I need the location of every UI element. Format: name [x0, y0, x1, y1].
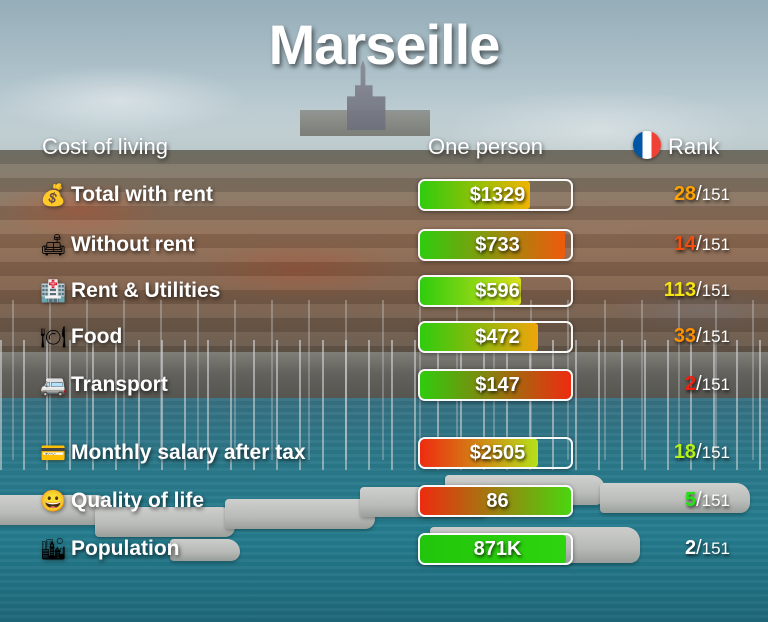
- rank-value: 33: [673, 324, 697, 347]
- cost-row: 🚐 Transport $147 2/151: [0, 366, 768, 404]
- rank-value: 2: [684, 536, 697, 559]
- rank-separator: /: [696, 440, 702, 463]
- row-label-text: Food: [71, 325, 123, 348]
- cost-row: 🛋 Without rent $733 14/151: [0, 226, 768, 264]
- value-bar-label: $472: [475, 325, 520, 348]
- row-label-group: 🚐 Transport: [40, 366, 168, 404]
- value-bar-label: $1329: [469, 183, 526, 206]
- value-bar-label: 871K: [473, 537, 522, 560]
- row-label-text: Monthly salary after tax: [71, 441, 306, 464]
- rank-separator: /: [696, 488, 702, 511]
- value-bar: 86: [418, 485, 573, 517]
- rank-separator: /: [696, 536, 702, 559]
- column-header-cost-of-living: Cost of living: [42, 134, 168, 159]
- row-label-text: Quality of life: [71, 489, 205, 512]
- rank-total: 151: [701, 538, 730, 558]
- rank-cell: 2/151: [590, 533, 768, 563]
- cityscape-layer: [0, 150, 768, 360]
- row-label-group: 🛋 Without rent: [40, 226, 194, 264]
- value-bar-fill: [420, 181, 531, 209]
- value-bar-label: 86: [486, 489, 509, 512]
- rank-separator: /: [696, 278, 702, 301]
- value-bar-fill: [420, 487, 571, 515]
- value-bar-fill: [420, 277, 522, 305]
- value-bar-fill: [420, 371, 571, 399]
- cost-row: 🏙 Population 871K 2/151: [0, 530, 768, 568]
- rank-total: 151: [701, 442, 730, 462]
- grinning-face-icon: 😀: [40, 489, 67, 513]
- row-label-text: Rent & Utilities: [71, 279, 221, 302]
- rank-cell: 2/151: [590, 369, 768, 399]
- cost-row: 💳 Monthly salary after tax $2505 18/151: [0, 434, 768, 472]
- france-flag-icon: [633, 131, 661, 159]
- value-bar: $147: [418, 369, 573, 401]
- rank-separator: /: [696, 182, 702, 205]
- couch-icon: 🛋: [40, 233, 67, 257]
- row-label-group: 💳 Monthly salary after tax: [40, 434, 306, 472]
- rank-cell: 33/151: [590, 321, 768, 351]
- rank-cell: 113/151: [590, 275, 768, 305]
- rank-cell: 18/151: [590, 437, 768, 467]
- cost-row: 🏥 Rent & Utilities $596 113/151: [0, 272, 768, 310]
- value-bar: $733: [418, 229, 573, 261]
- cityscape-icon: 🏙: [40, 537, 67, 561]
- rank-total: 151: [701, 184, 730, 204]
- value-bar-fill: [420, 439, 538, 467]
- column-header-rank: Rank: [668, 134, 720, 159]
- value-bar-label: $596: [475, 279, 520, 302]
- value-bar: $472: [418, 321, 573, 353]
- value-bar: $1329: [418, 179, 573, 211]
- row-label-group: 🏥 Rent & Utilities: [40, 272, 220, 310]
- value-bar-fill: [420, 231, 565, 259]
- rank-total: 151: [701, 326, 730, 346]
- row-label-group: 💰 Total with rent: [40, 176, 213, 214]
- rank-value: 18: [673, 440, 697, 463]
- rank-total: 151: [701, 374, 730, 394]
- row-label-text: Without rent: [71, 233, 195, 256]
- plate-cutlery-icon: 🍽: [40, 325, 67, 349]
- rank-total: 151: [701, 234, 730, 254]
- row-label-group: 😀 Quality of life: [40, 482, 204, 520]
- money-bag-icon: 💰: [40, 183, 67, 207]
- cost-row: 💰 Total with rent $1329 28/151: [0, 176, 768, 214]
- rank-value: 5: [684, 488, 697, 511]
- cost-row: 🍽 Food $472 33/151: [0, 318, 768, 356]
- value-bar-label: $733: [475, 233, 520, 256]
- credit-card-icon: 💳: [40, 441, 67, 465]
- cost-row: 😀 Quality of life 86 5/151: [0, 482, 768, 520]
- hospital-icon: 🏥: [40, 279, 67, 303]
- rank-value: 14: [673, 232, 697, 255]
- row-label-text: Population: [71, 537, 180, 560]
- sailboat-masts-front: [0, 340, 768, 470]
- rank-separator: /: [696, 232, 702, 255]
- value-bar-label: $147: [475, 373, 520, 396]
- value-bar: 871K: [418, 533, 573, 565]
- row-label-group: 🏙 Population: [40, 530, 180, 568]
- rank-value: 113: [663, 278, 697, 301]
- page-title: Marseille: [268, 13, 501, 76]
- rank-total: 151: [701, 490, 730, 510]
- value-bar-label: $2505: [469, 441, 526, 464]
- rank-cell: 14/151: [590, 229, 768, 259]
- rank-separator: /: [696, 324, 702, 347]
- value-bar-fill: [420, 323, 538, 351]
- value-bar-fill: [420, 535, 567, 563]
- rank-cell: 5/151: [590, 485, 768, 515]
- rank-value: 2: [684, 372, 697, 395]
- value-bar: $596: [418, 275, 573, 307]
- rank-separator: /: [696, 372, 702, 395]
- row-label-text: Total with rent: [71, 183, 213, 206]
- row-label-text: Transport: [71, 373, 168, 396]
- row-label-group: 🍽 Food: [40, 318, 122, 356]
- minibus-icon: 🚐: [40, 373, 67, 397]
- column-header-one-person: One person: [428, 134, 543, 159]
- value-bar: $2505: [418, 437, 573, 469]
- rank-cell: 28/151: [590, 179, 768, 209]
- rank-total: 151: [701, 280, 730, 300]
- rank-value: 28: [673, 182, 697, 205]
